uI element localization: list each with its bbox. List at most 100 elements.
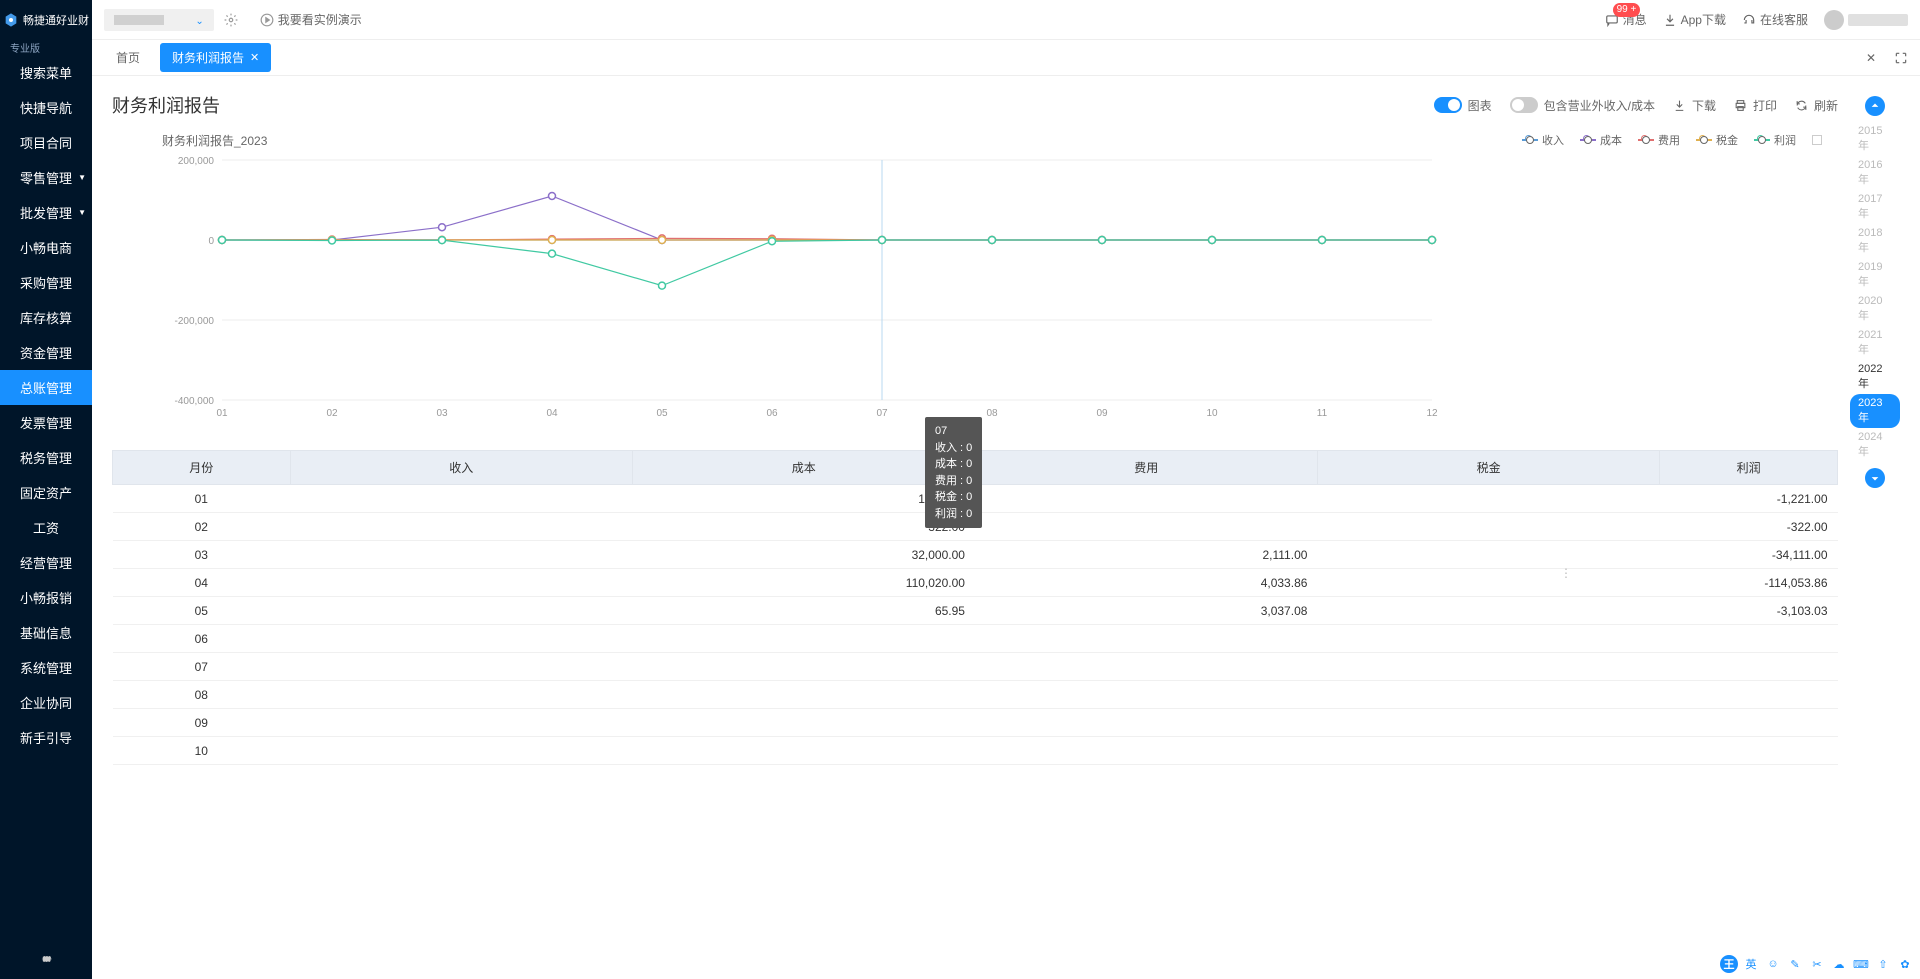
year-option[interactable]: 2015年 [1850, 122, 1900, 156]
include-nonoperating-toggle[interactable]: 包含营业外收入/成本 [1510, 97, 1655, 114]
legend-item[interactable]: 利润 [1754, 132, 1796, 148]
svg-text:-400,000: -400,000 [175, 396, 215, 407]
year-option[interactable]: 2016年 [1850, 156, 1900, 190]
gear-icon[interactable] [224, 13, 238, 27]
year-option[interactable]: 2018年 [1850, 224, 1900, 258]
sidebar-item-5[interactable]: 小畅电商 [0, 230, 92, 265]
year-option[interactable]: 2019年 [1850, 258, 1900, 292]
year-option[interactable]: 2017年 [1850, 190, 1900, 224]
table-row: 04110,020.004,033.86-114,053.86 [113, 569, 1838, 597]
table-row: 09 [113, 709, 1838, 737]
user-menu[interactable] [1824, 10, 1908, 30]
close-all-tabs-button[interactable]: ✕ [1860, 47, 1882, 69]
ime-scissors-icon[interactable]: ✂ [1808, 955, 1826, 973]
sidebar-item-11[interactable]: 税务管理 [0, 440, 92, 475]
year-selector: 2015年2016年2017年2018年2019年2020年2021年2022年… [1850, 92, 1900, 963]
sidebar-item-17[interactable]: 系统管理 [0, 650, 92, 685]
download-icon [1673, 99, 1686, 112]
company-selector[interactable]: ⌄ [104, 9, 214, 31]
sidebar-item-7[interactable]: 库存核算 [0, 300, 92, 335]
year-option[interactable]: 2021年 [1850, 326, 1900, 360]
ime-cloud-icon[interactable]: ☁ [1830, 955, 1848, 973]
customer-service-button[interactable]: 在线客服 [1742, 11, 1808, 28]
ime-emoji-icon[interactable]: ☺ [1764, 955, 1782, 973]
chevron-down-icon: ▼ [78, 208, 86, 217]
sidebar-item-10[interactable]: 发票管理 [0, 405, 92, 440]
ime-lang[interactable]: 英 [1742, 955, 1760, 973]
chart-toggle[interactable]: 图表 [1434, 97, 1492, 114]
table-header: 月份 [113, 451, 291, 485]
legend-toggle[interactable] [1812, 135, 1822, 145]
brand-logo: 畅捷通好业财 [0, 0, 92, 40]
ime-toolbar[interactable]: 王 英 ☺ ✎ ✂ ☁ ⌨ ⇧ ✿ [1720, 955, 1914, 973]
table-header: 利润 [1660, 451, 1838, 485]
chart-tooltip: 07收入 : 0成本 : 0费用 : 0税金 : 0利润 : 0 [925, 417, 982, 528]
brand-edition: 专业版 [0, 40, 92, 55]
legend-marker [1522, 139, 1538, 141]
year-option[interactable]: 2024年 [1850, 428, 1900, 462]
sidebar-item-18[interactable]: 企业协同 [0, 685, 92, 720]
print-button[interactable]: 打印 [1734, 97, 1777, 114]
play-icon [260, 13, 274, 27]
chart-title: 财务利润报告_2023 [162, 132, 267, 149]
tab-profit-report[interactable]: 财务利润报告 ✕ [160, 43, 271, 72]
sidebar-item-9[interactable]: 总账管理 [0, 370, 92, 405]
year-scroll-down[interactable] [1865, 468, 1885, 488]
sidebar: 畅捷通好业财 专业版 搜索菜单快捷导航项目合同零售管理▼批发管理▼小畅电商采购管… [0, 0, 92, 979]
svg-text:03: 03 [436, 408, 448, 419]
print-icon [1734, 99, 1747, 112]
year-option[interactable]: 2022年 [1850, 360, 1900, 394]
close-icon[interactable]: ✕ [250, 51, 259, 64]
page-title: 财务利润报告 [112, 92, 220, 118]
sidebar-item-14[interactable]: 经营管理 [0, 545, 92, 580]
ime-main-icon[interactable]: 王 [1720, 955, 1738, 973]
sidebar-item-2[interactable]: 项目合同 [0, 125, 92, 160]
sidebar-item-4[interactable]: 批发管理▼ [0, 195, 92, 230]
legend-item[interactable]: 收入 [1522, 132, 1564, 148]
refresh-icon [1795, 99, 1808, 112]
tab-bar: 首页 财务利润报告 ✕ ✕ [92, 40, 1920, 76]
table-row: 0332,000.002,111.00-34,111.00 [113, 541, 1838, 569]
messages-button[interactable]: 99 + 消息 [1605, 11, 1647, 28]
sidebar-item-13[interactable]: 工资 [0, 510, 92, 545]
brand-name: 畅捷通好业财 [23, 12, 89, 28]
chart-canvas[interactable]: 200,0000-200,000-400,0000102030405060708… [112, 150, 1452, 430]
tab-home[interactable]: 首页 [104, 43, 152, 72]
sidebar-item-12[interactable]: 固定资产 [0, 475, 92, 510]
demo-link[interactable]: 我要看实例演示 [260, 11, 362, 28]
ime-pin-icon[interactable]: ⇧ [1874, 955, 1892, 973]
year-option[interactable]: 2020年 [1850, 292, 1900, 326]
ime-edit-icon[interactable]: ✎ [1786, 955, 1804, 973]
download-icon [1663, 13, 1677, 27]
chevron-up-icon [1870, 101, 1880, 111]
ime-keyboard-icon[interactable]: ⌨ [1852, 955, 1870, 973]
sidebar-item-19[interactable]: 新手引导 [0, 720, 92, 755]
legend-item[interactable]: 费用 [1638, 132, 1680, 148]
year-scroll-up[interactable] [1865, 96, 1885, 116]
app-download-button[interactable]: App下载 [1663, 11, 1726, 28]
ime-settings-icon[interactable]: ✿ [1896, 955, 1914, 973]
fullscreen-button[interactable] [1890, 47, 1912, 69]
year-option[interactable]: 2023年 [1850, 394, 1900, 428]
sidebar-item-8[interactable]: 资金管理 [0, 335, 92, 370]
legend-item[interactable]: 成本 [1580, 132, 1622, 148]
sidebar-item-1[interactable]: 快捷导航 [0, 90, 92, 125]
sidebar-settings[interactable] [0, 939, 92, 979]
avatar [1824, 10, 1844, 30]
sidebar-item-0[interactable]: 搜索菜单 [0, 55, 92, 90]
username [1848, 14, 1908, 26]
download-button[interactable]: 下载 [1673, 97, 1716, 114]
svg-text:12: 12 [1426, 408, 1438, 419]
chart-legend: 收入成本费用税金利润 [1522, 132, 1822, 148]
svg-text:200,000: 200,000 [178, 156, 215, 167]
refresh-button[interactable]: 刷新 [1795, 97, 1838, 114]
sidebar-item-15[interactable]: 小畅报销 [0, 580, 92, 615]
sidebar-item-6[interactable]: 采购管理 [0, 265, 92, 300]
svg-text:06: 06 [766, 408, 778, 419]
svg-text:0: 0 [208, 236, 214, 247]
drag-handle[interactable]: ⋮ [1562, 206, 1570, 939]
legend-item[interactable]: 税金 [1696, 132, 1738, 148]
sidebar-item-3[interactable]: 零售管理▼ [0, 160, 92, 195]
message-badge: 99 + [1613, 3, 1641, 17]
sidebar-item-16[interactable]: 基础信息 [0, 615, 92, 650]
